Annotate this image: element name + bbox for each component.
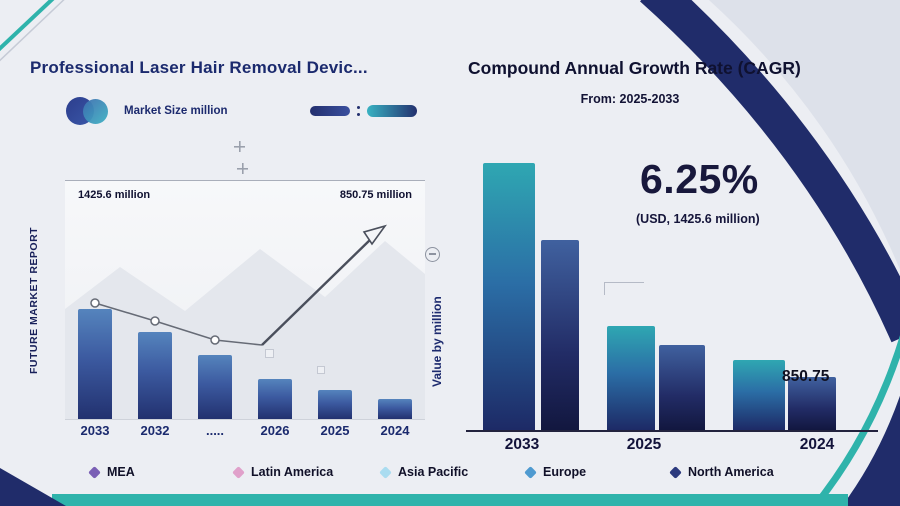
legend-item-mea: MEA (88, 465, 135, 479)
bar-mid-years (198, 355, 232, 419)
venn-circles-icon (66, 96, 112, 126)
gray-line (0, 0, 65, 62)
trend-line (94, 302, 263, 346)
marker-dot (90, 298, 100, 308)
legend-label: Europe (543, 465, 587, 479)
x-label-2026: 2026 (260, 423, 290, 438)
x-label-2033: 2033 (504, 436, 540, 453)
cagr-bar-2033-primary (483, 163, 535, 430)
legend-diamond-icon (232, 465, 245, 479)
marker-dot (150, 316, 160, 326)
cagr-bar-2025-secondary (659, 345, 705, 430)
teal-curve (810, 335, 900, 506)
cagr-subtitle: From: 2025-2033 (580, 92, 680, 106)
legend-label: North America (688, 465, 774, 479)
x-axis-line (466, 429, 878, 432)
market-size-legend: Market Size million (66, 96, 417, 126)
cagr-bar-2024-primary (733, 360, 785, 430)
x-label-2032: 2032 (140, 423, 170, 438)
decor-bracket (604, 282, 644, 295)
legend-diamond-icon (669, 465, 682, 479)
market-size-chart: 1425.6 million 850.75 million (65, 180, 425, 420)
bar-value-label: 850.75 (782, 368, 830, 385)
market-size-x-axis: 2033 2032 ..... 2026 2025 2024 (65, 423, 425, 438)
bar-2032 (138, 332, 172, 419)
arrow-head-icon (362, 224, 388, 246)
market-size-bars (65, 181, 425, 419)
legend-label: Latin America (251, 465, 334, 479)
scale-pill-teal (367, 105, 417, 117)
legend-diamond-icon (379, 465, 392, 479)
scale-pill-navy (310, 106, 350, 116)
corner-wedge (0, 468, 66, 506)
left-chart-title: Professional Laser Hair Removal Devic... (30, 58, 368, 77)
bar-2024 (378, 399, 412, 419)
marker-dot (210, 335, 220, 345)
plus-icon (237, 163, 248, 174)
legend-item-europe: Europe (524, 465, 587, 479)
plus-icon (234, 141, 245, 152)
bar-2033 (78, 309, 112, 419)
cagr-bar-2025-primary (607, 326, 655, 430)
cagr-chart: 850.75 (466, 150, 878, 432)
cagr-note: (USD, 1425.6 million) (636, 212, 760, 226)
cagr-title: Compound Annual Growth Rate (CAGR) (468, 58, 801, 78)
teal-line (0, 0, 55, 52)
x-label-2025: 2025 (320, 423, 350, 438)
cagr-value: 6.25% (640, 156, 759, 202)
corner-shape (708, 0, 900, 270)
x-label-2025: 2025 (626, 436, 662, 453)
trend-arrow (90, 224, 388, 346)
decor-square (265, 349, 274, 358)
end-value-label: 850.75 million (339, 189, 412, 201)
corner-wedge (842, 395, 900, 506)
legend-item-latin-america: Latin America (232, 465, 334, 479)
navy-swoosh (639, 0, 900, 343)
cagr-bar-2033-secondary (541, 240, 579, 430)
x-label-2024: 2024 (799, 436, 835, 453)
legend-label: Asia Pacific (398, 465, 469, 479)
legend-diamond-icon (88, 465, 101, 479)
legend-label: MEA (107, 465, 135, 479)
bar-2025 (318, 390, 352, 419)
x-label-2024: 2024 (380, 423, 410, 438)
legend-item-asia-pacific: Asia Pacific (379, 465, 469, 479)
chart-top-values: 1425.6 million 850.75 million (65, 189, 425, 201)
market-size-legend-label: Market Size million (124, 105, 228, 117)
x-label-2033: 2033 (80, 423, 110, 438)
cagr-bar-2024-secondary (788, 377, 836, 430)
legend-diamond-icon (524, 465, 537, 479)
colon-separator-icon (357, 106, 360, 116)
arrow-shaft (261, 236, 374, 346)
bar-2026 (258, 379, 292, 419)
x-label-dots: ..... (205, 423, 225, 438)
bottom-strip (52, 494, 848, 506)
future-market-report-label: FUTURE MARKET REPORT (28, 226, 40, 374)
decor-square (317, 366, 325, 374)
value-axis-label: Value by million (430, 296, 444, 388)
legend-item-north-america: North America (669, 465, 774, 479)
minus-circle-icon (425, 247, 440, 262)
start-value-label: 1425.6 million (78, 189, 151, 201)
